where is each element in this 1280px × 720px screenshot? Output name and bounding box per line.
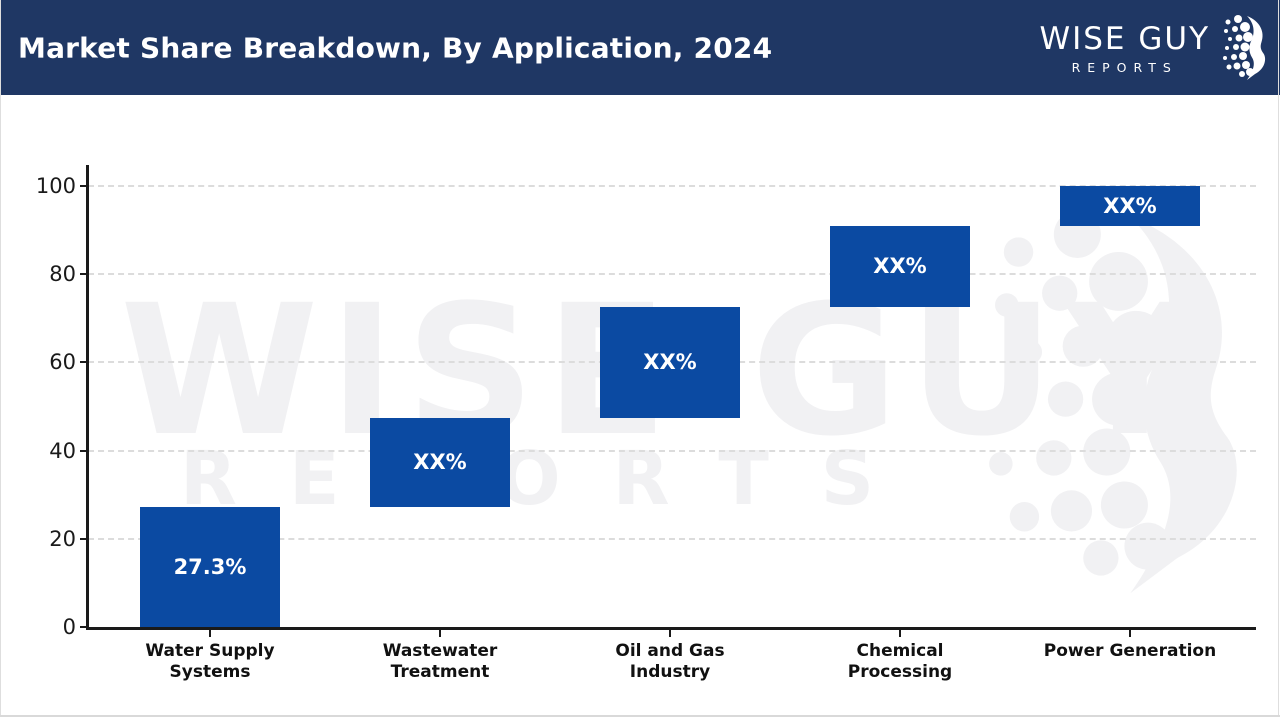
header-bar: Market Share Breakdown, By Application, … xyxy=(0,0,1280,95)
page-left-border xyxy=(0,0,1,717)
y-tick-label: 60 xyxy=(49,350,76,375)
y-tick-label: 40 xyxy=(49,438,76,463)
bar-chemical-processing: XX% xyxy=(830,225,970,308)
x-tick-mark xyxy=(899,629,901,637)
y-tick-mark xyxy=(80,537,87,540)
y-tick-mark xyxy=(80,449,87,452)
y-tick-label: 80 xyxy=(49,262,76,287)
x-category-label: Oil and Gas Industry xyxy=(615,641,725,682)
bar-value-label: XX% xyxy=(1103,193,1157,218)
x-category-label: Power Generation xyxy=(1043,641,1217,661)
y-tick-label: 20 xyxy=(49,526,76,551)
bar-value-label: 27.3% xyxy=(173,554,247,579)
page-bottom-rule xyxy=(0,715,1280,717)
gridline xyxy=(88,537,1256,540)
logo-wise-guy-text: WISE GUY xyxy=(1039,20,1210,57)
y-tick-mark xyxy=(80,273,87,276)
bar-power-generation: XX% xyxy=(1060,186,1200,226)
bar-value-label: XX% xyxy=(873,254,927,279)
y-axis-line xyxy=(86,165,89,629)
logo-text: WISE GUY REPORTS xyxy=(1039,21,1210,75)
y-tick-label: 100 xyxy=(35,174,76,198)
chart-title: Market Share Breakdown, By Application, … xyxy=(18,31,773,64)
x-tick-mark xyxy=(439,629,441,637)
y-tick-mark xyxy=(80,361,87,364)
page-right-border xyxy=(1278,0,1279,717)
gridline xyxy=(88,185,1256,187)
x-tick-mark xyxy=(209,629,211,637)
y-tick-label: 0 xyxy=(62,615,76,639)
y-tick-mark xyxy=(80,626,87,628)
y-tick-mark xyxy=(80,185,87,187)
bar-value-label: XX% xyxy=(413,450,467,475)
bar-water-supply-systems: 27.3% xyxy=(140,506,280,627)
x-category-label: Wastewater Treatment xyxy=(382,641,498,682)
bar-oil-and-gas-industry: XX% xyxy=(600,307,740,418)
x-tick-mark xyxy=(1129,629,1131,637)
gridline xyxy=(88,449,1256,452)
x-category-label: Water Supply Systems xyxy=(145,641,275,682)
watermark-reports: REPORTS xyxy=(180,436,927,522)
wise-guy-logo: WISE GUY REPORTS xyxy=(1039,14,1268,82)
wise-guy-logo-face-icon xyxy=(1223,14,1266,80)
gridline xyxy=(88,273,1256,276)
bar-value-label: XX% xyxy=(643,350,697,375)
logo-reports-text: REPORTS xyxy=(1071,59,1178,75)
watermark-face-icon xyxy=(989,210,1237,594)
x-axis-line xyxy=(86,627,1256,630)
bar-wastewater-treatment: XX% xyxy=(370,417,510,507)
x-tick-mark xyxy=(669,629,671,637)
x-category-label: Chemical Processing xyxy=(847,641,953,682)
